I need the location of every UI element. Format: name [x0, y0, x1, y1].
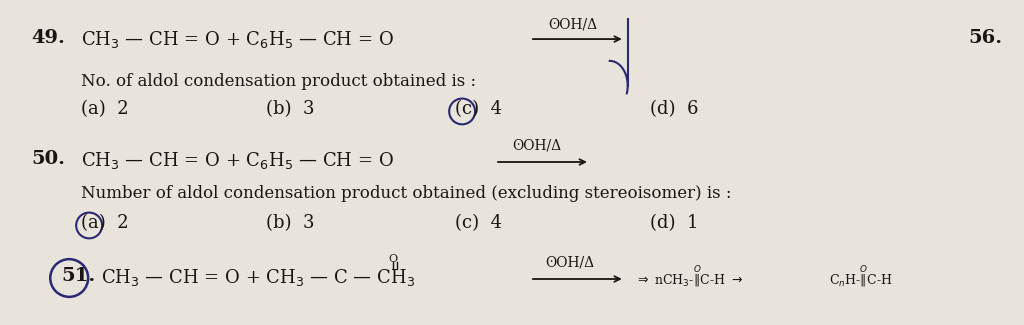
Text: (d)  6: (d) 6	[649, 100, 698, 119]
Text: 49.: 49.	[32, 29, 66, 47]
Text: (c)  4: (c) 4	[455, 214, 502, 233]
Text: ʘOH/Δ: ʘOH/Δ	[548, 17, 597, 31]
Text: $\Rightarrow$ nCH$_3$-$\overset{O}{\|}$C-H $\rightarrow$: $\Rightarrow$ nCH$_3$-$\overset{O}{\|}$C…	[635, 264, 742, 290]
Text: (d)  1: (d) 1	[649, 214, 698, 233]
Text: ʘOH/Δ: ʘOH/Δ	[545, 255, 594, 269]
Text: ʘOH/Δ: ʘOH/Δ	[512, 138, 561, 152]
Text: CH$_3$ — CH = O + CH$_3$ — C — CH$_3$: CH$_3$ — CH = O + CH$_3$ — C — CH$_3$	[101, 267, 416, 288]
Text: 50.: 50.	[32, 150, 66, 168]
Text: Number of aldol condensation product obtained (excluding stereoisomer) is :: Number of aldol condensation product obt…	[81, 185, 732, 202]
Text: No. of aldol condensation product obtained is :: No. of aldol condensation product obtain…	[81, 73, 476, 90]
Text: CH$_3$ — CH = O + C$_6$H$_5$ — CH = O: CH$_3$ — CH = O + C$_6$H$_5$ — CH = O	[81, 150, 394, 171]
Text: 56.: 56.	[969, 29, 1002, 47]
Text: CH$_3$ — CH = O + C$_6$H$_5$ — CH = O: CH$_3$ — CH = O + C$_6$H$_5$ — CH = O	[81, 29, 394, 50]
Text: O: O	[388, 254, 397, 264]
Text: C$_n$H-$\overset{O}{\|}$C-H: C$_n$H-$\overset{O}{\|}$C-H	[829, 264, 893, 290]
Text: (c)  4: (c) 4	[455, 100, 502, 119]
Text: (b)  3: (b) 3	[265, 214, 314, 233]
Text: (b)  3: (b) 3	[265, 100, 314, 119]
Text: (a)  2: (a) 2	[81, 100, 129, 119]
Text: (a)  2: (a) 2	[81, 214, 129, 233]
Text: 51.: 51.	[61, 267, 95, 285]
